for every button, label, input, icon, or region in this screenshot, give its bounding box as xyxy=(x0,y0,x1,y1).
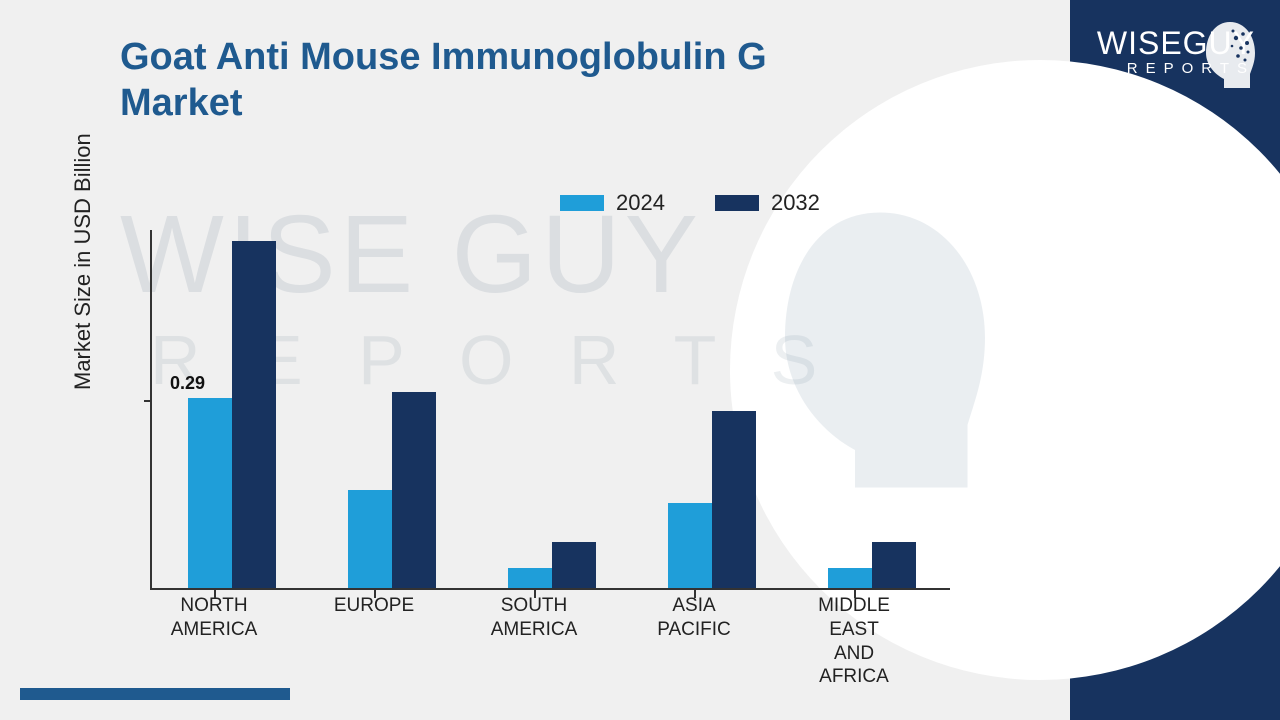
chart-title: Goat Anti Mouse Immunoglobulin G Market xyxy=(120,35,840,126)
x-axis-label: SOUTHAMERICA xyxy=(464,594,604,642)
bar-2024 xyxy=(828,568,872,588)
legend-label-2032: 2032 xyxy=(771,190,820,216)
bar-2024 xyxy=(348,490,392,588)
legend: 2024 2032 xyxy=(560,190,820,216)
x-axis-label: ASIAPACIFIC xyxy=(624,594,764,642)
plot-region: 0.29 xyxy=(150,230,950,590)
bar-2032 xyxy=(232,241,276,588)
legend-swatch-2024 xyxy=(560,195,604,211)
logo-head-icon xyxy=(1200,20,1260,90)
bar-2032 xyxy=(872,542,916,588)
x-tick xyxy=(374,590,376,598)
bar-group xyxy=(812,542,932,588)
legend-item-2024: 2024 xyxy=(560,190,665,216)
bar-2024 xyxy=(668,503,712,588)
bar-group xyxy=(172,241,292,588)
main-content: Goat Anti Mouse Immunoglobulin G Market … xyxy=(20,20,1260,700)
bar-group xyxy=(652,411,772,588)
bottom-accent-bar xyxy=(20,688,290,700)
y-tick xyxy=(144,400,152,402)
x-tick xyxy=(534,590,536,598)
chart-area: Market Size in USD Billion 2024 2032 0.2… xyxy=(80,190,960,690)
bar-2024 xyxy=(508,568,552,588)
x-axis-label: MIDDLEEASTANDAFRICA xyxy=(784,594,924,689)
bar-2032 xyxy=(712,411,756,588)
bar-group xyxy=(332,392,452,588)
logo: WISEGUY REPORTS xyxy=(1097,25,1255,77)
legend-item-2032: 2032 xyxy=(715,190,820,216)
x-tick xyxy=(694,590,696,598)
x-axis-label: NORTHAMERICA xyxy=(144,594,284,642)
bar-2032 xyxy=(392,392,436,588)
y-axis-label: Market Size in USD Billion xyxy=(70,133,96,390)
x-tick xyxy=(214,590,216,598)
bar-2024 xyxy=(188,398,232,588)
bar-2032 xyxy=(552,542,596,588)
bar-value-label: 0.29 xyxy=(170,373,205,394)
x-tick xyxy=(854,590,856,598)
legend-label-2024: 2024 xyxy=(616,190,665,216)
legend-swatch-2032 xyxy=(715,195,759,211)
bar-group xyxy=(492,542,612,588)
